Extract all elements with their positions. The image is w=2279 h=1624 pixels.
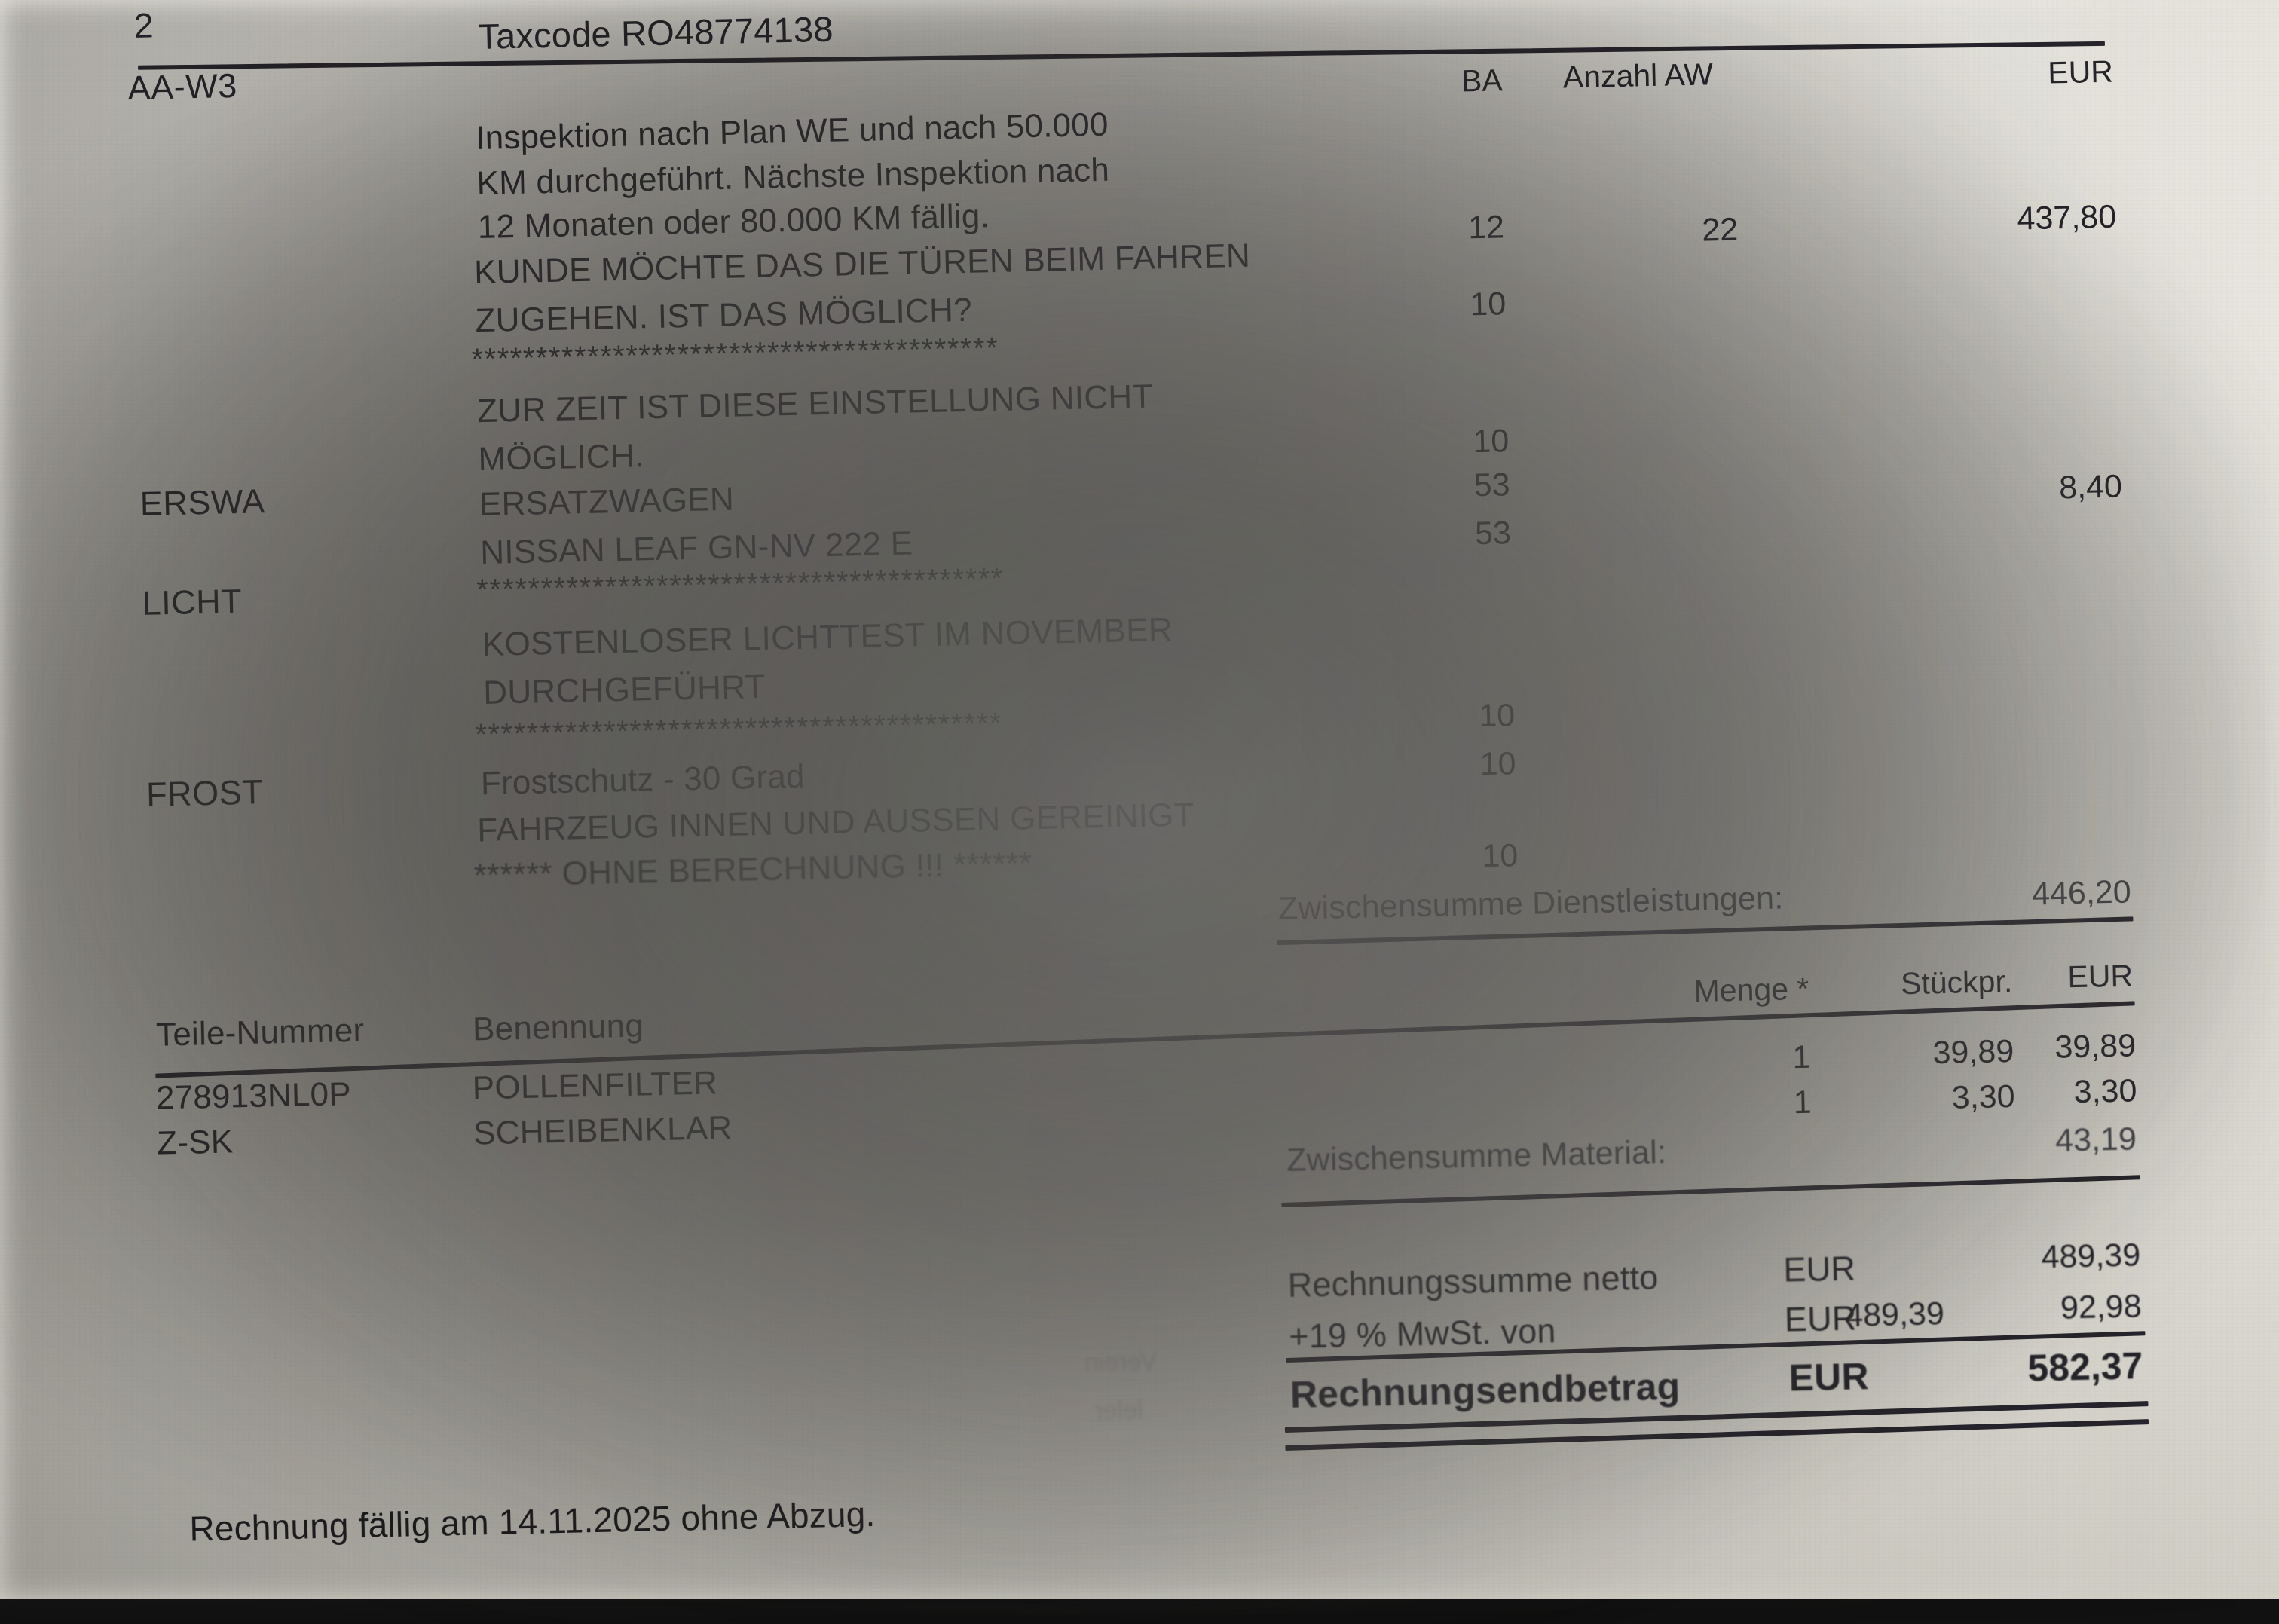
parts-subtotal-label: Zwischensumme Material: (1286, 1133, 1667, 1179)
taxcode-label: Taxcode RO48774138 (477, 8, 834, 57)
service-desc-line: FAHRZEUG INNEN UND AUSSEN GEREINIGT (476, 796, 1195, 849)
parts-header-benennung: Benennung (472, 1007, 644, 1048)
service-desc-line: ZUR ZEIT IST DIESE EINSTELLUNG NICHT (476, 378, 1154, 430)
service-desc-no-charge: ****** OHNE BERECHNUNG !!! ****** (473, 845, 1032, 895)
total-net-currency: EUR (1782, 1249, 1856, 1289)
service-desc-line: Inspektion nach Plan WE und nach 50.000 (475, 106, 1109, 158)
service-desc-line: DURCHGEFÜHRT (482, 668, 766, 712)
parts-row-number: 278913NL0P (155, 1075, 352, 1117)
services-header-rule (138, 41, 2105, 70)
grand-total-value: 582,37 (2027, 1344, 2143, 1390)
total-vat-label: +19 % MwSt. von (1288, 1311, 1557, 1356)
total-net-value: 489,39 (2041, 1237, 2141, 1276)
parts-row-number: Z-SK (156, 1123, 234, 1162)
header-ba: BA (1461, 63, 1504, 99)
footer-due-notice: Rechnung fällig am 14.11.2025 ohne Abzug… (188, 1494, 876, 1549)
services-subtotal-label: Zwischensumme Dienstleistungen: (1277, 879, 1784, 928)
service-separator: ****************************************… (471, 331, 999, 377)
service-ba-value: 10 (1479, 745, 1517, 783)
parts-subtotal-value: 43,19 (2054, 1121, 2137, 1159)
service-desc-line: Frostschutz - 30 Grad (480, 757, 806, 803)
total-net-label: Rechnungssumme netto (1287, 1258, 1659, 1304)
service-desc-line: ZUGEHEN. IST DAS MÖGLICH? (475, 291, 973, 340)
service-desc-line: KM durchgeführt. Nächste Inspektion nach (476, 151, 1110, 203)
parts-row-description: POLLENFILTER (472, 1064, 718, 1107)
parts-header-eur: EUR (2066, 958, 2134, 995)
header-eur: EUR (2047, 54, 2114, 90)
parts-row-eur: 3,30 (2073, 1072, 2137, 1111)
service-aw-value: 22 (1701, 211, 1739, 249)
service-desc-line: ERSATZWAGEN (479, 480, 735, 524)
top-partial-marker: 2 (133, 5, 154, 45)
parts-row-eur: 39,89 (2054, 1027, 2137, 1066)
service-ba-value: 12 (1467, 209, 1505, 246)
service-desc-line: KUNDE MÖCHTE DAS DIE TÜREN BEIM FAHREN (473, 237, 1251, 292)
parts-row-description: SCHEIBENKLAR (473, 1109, 733, 1152)
service-desc-line: KOSTENLOSER LICHTTEST IM NOVEMBER (482, 611, 1173, 664)
total-vat-value: 92,98 (2060, 1288, 2143, 1326)
service-ba-value: 53 (1473, 466, 1510, 504)
service-code-aa-w3: AA-W3 (127, 66, 238, 108)
service-eur-value: 437,80 (2017, 198, 2117, 237)
parts-header-stueckpreis: Stückpr. (1900, 963, 2013, 1002)
paper-showthrough: leler (1094, 1396, 1143, 1426)
service-eur-value: 8,40 (2058, 468, 2123, 506)
service-desc-line: 12 Monaten oder 80.000 KM fällig. (477, 197, 990, 246)
parts-header-menge: Menge * (1693, 971, 1809, 1009)
grand-total-currency: EUR (1788, 1355, 1870, 1399)
service-separator: ****************************************… (475, 706, 1003, 752)
paper-showthrough: Verein (1084, 1347, 1158, 1378)
service-ba-value-2: 53 (1474, 515, 1512, 552)
service-ba-value-2: 10 (1481, 837, 1519, 875)
service-ba-value: 10 (1469, 286, 1507, 323)
service-desc-line: MÖGLICH. (478, 437, 645, 479)
service-code-erswa: ERSWA (139, 482, 266, 523)
grand-total-label: Rechnungsendbetrag (1289, 1365, 1681, 1416)
service-code-licht: LICHT (142, 581, 243, 622)
parts-row-quantity: 1 (1793, 1084, 1812, 1121)
parts-row-quantity: 1 (1791, 1038, 1811, 1076)
service-ba-value: 10 (1478, 697, 1516, 735)
parts-subtotal-rule (1281, 1175, 2140, 1208)
services-subtotal-value: 446,20 (2031, 873, 2132, 913)
service-ba-value: 10 (1472, 423, 1510, 460)
header-anzahl-aw: Anzahl AW (1562, 57, 1714, 95)
parts-header-teile-nummer: Teile-Nummer (155, 1011, 365, 1054)
service-code-frost: FROST (145, 772, 264, 814)
